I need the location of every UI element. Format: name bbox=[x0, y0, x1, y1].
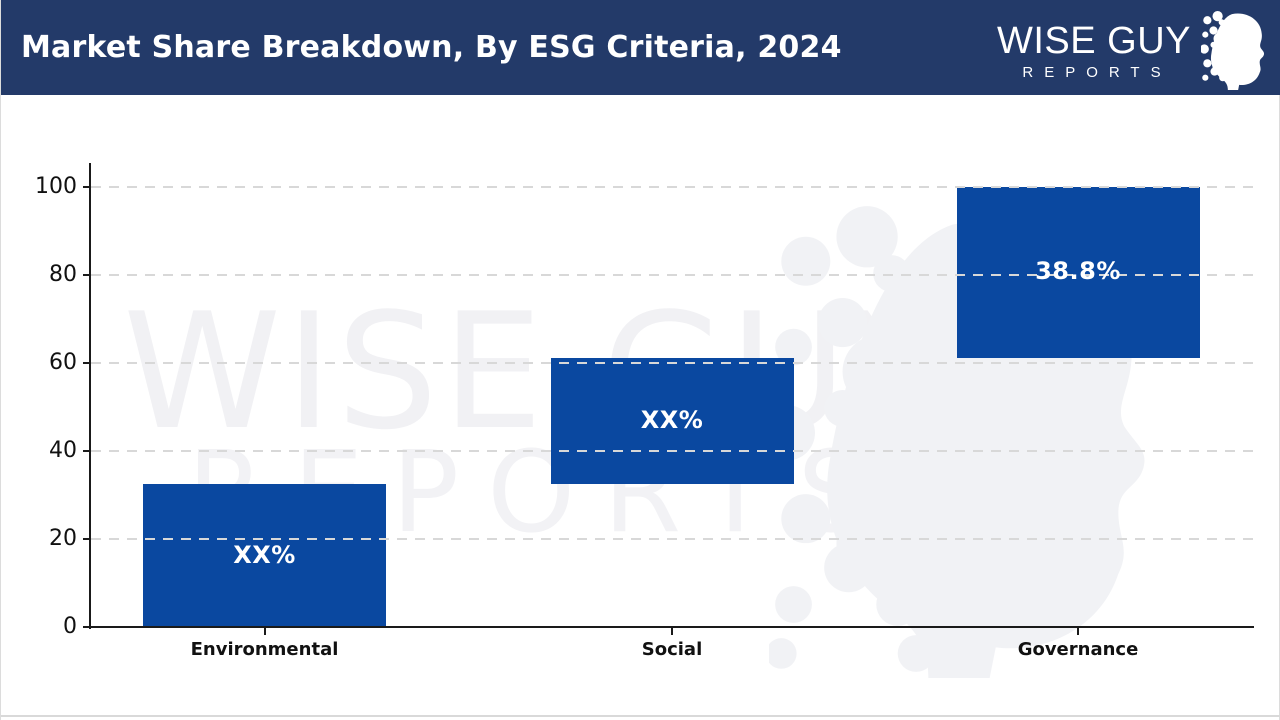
gridline-100 bbox=[91, 186, 1254, 188]
header-banner: Market Share Breakdown, By ESG Criteria,… bbox=[1, 0, 1280, 95]
gridline-40 bbox=[91, 450, 1254, 452]
y-tick-mark-40 bbox=[83, 450, 90, 452]
bar-environmental bbox=[143, 484, 386, 627]
wiseguy-logo: WISE GUY REPORTS bbox=[997, 6, 1269, 90]
logo-wordmark: WISE GUY bbox=[996, 20, 1191, 62]
gridline-20 bbox=[91, 538, 1254, 540]
y-tick-mark-0 bbox=[83, 626, 90, 628]
logo-face-icon bbox=[1201, 11, 1265, 90]
y-tick-label-20: 20 bbox=[49, 526, 77, 551]
bar-value-label-social: XX% bbox=[640, 406, 704, 435]
y-tick-label-80: 80 bbox=[49, 262, 77, 287]
x-category-label-governance: Governance bbox=[1017, 639, 1139, 660]
logo-text: WISE GUY REPORTS bbox=[997, 20, 1191, 81]
x-axis-line bbox=[89, 626, 1254, 628]
gridline-80 bbox=[91, 274, 1254, 276]
y-tick-mark-100 bbox=[83, 186, 90, 188]
logo-subtitle: REPORTS bbox=[1022, 64, 1172, 81]
bar-value-label-governance: 38.8% bbox=[1035, 257, 1121, 286]
bar-value-label-environmental: XX% bbox=[233, 540, 296, 569]
y-tick-label-0: 0 bbox=[63, 614, 77, 639]
y-axis-line bbox=[89, 163, 91, 629]
chart-title: Market Share Breakdown, By ESG Criteria,… bbox=[21, 30, 842, 65]
x-tick-mark-environmental bbox=[263, 628, 266, 635]
y-tick-label-100: 100 bbox=[35, 174, 77, 199]
y-tick-mark-60 bbox=[83, 362, 90, 364]
x-tick-mark-governance bbox=[1077, 628, 1079, 635]
x-category-label-social: Social bbox=[641, 639, 703, 660]
x-category-label-environmental: Environmental bbox=[190, 639, 339, 660]
y-tick-mark-20 bbox=[83, 538, 90, 540]
y-tick-label-40: 40 bbox=[49, 438, 77, 463]
y-tick-label-60: 60 bbox=[49, 350, 77, 375]
x-tick-mark-social bbox=[671, 628, 673, 635]
gridline-60 bbox=[91, 362, 1254, 364]
footer-divider bbox=[1, 715, 1280, 717]
bar-social bbox=[550, 357, 794, 485]
y-tick-mark-80 bbox=[83, 274, 90, 276]
